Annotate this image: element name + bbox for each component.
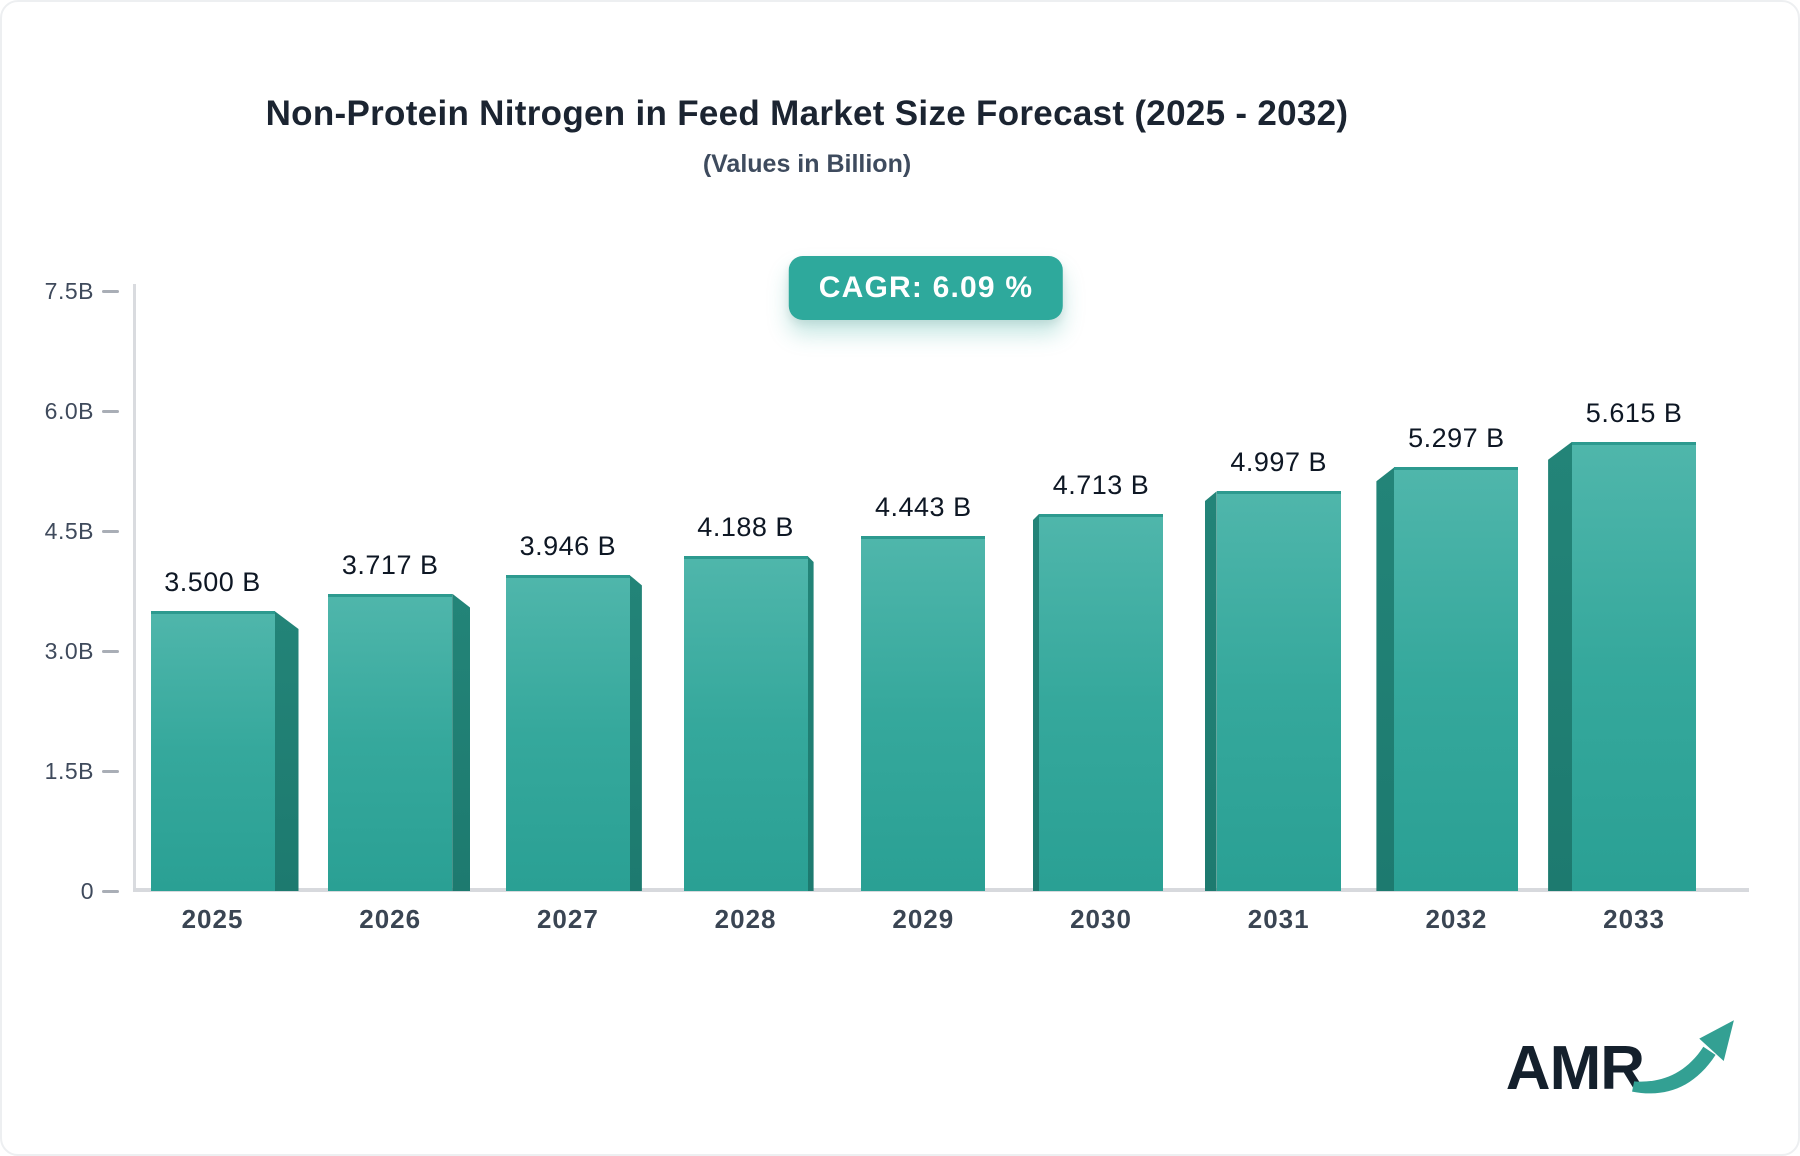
bar-side-2032 bbox=[1376, 467, 1395, 891]
y-tick-dash bbox=[102, 650, 119, 653]
bar-side-2027 bbox=[629, 575, 642, 891]
y-tick-dash bbox=[102, 770, 119, 773]
bar-value-label: 4.443 B bbox=[875, 491, 972, 522]
chart-title: Non-Protein Nitrogen in Feed Market Size… bbox=[265, 94, 1349, 133]
x-axis-label: 2031 bbox=[1247, 904, 1310, 934]
bar-2025 bbox=[150, 611, 275, 891]
chart-subtitle: (Values in Billion) bbox=[702, 150, 912, 178]
y-tick-dash bbox=[102, 890, 119, 893]
growth-arrow-icon bbox=[1632, 1020, 1734, 1094]
x-axis-label: 2033 bbox=[1603, 904, 1666, 934]
bar-2029 bbox=[861, 535, 986, 891]
bar-side-2033 bbox=[1548, 441, 1573, 891]
y-tick-label: 6.0B bbox=[44, 398, 94, 424]
y-tick-label: 1.5B bbox=[44, 758, 94, 784]
y-tick-label: 3.0B bbox=[44, 638, 94, 664]
bar-value-label: 3.946 B bbox=[519, 531, 617, 562]
bar-side-2031 bbox=[1204, 491, 1217, 891]
bar-side-2030 bbox=[1033, 513, 1039, 891]
brand-logo-text: AMR bbox=[1505, 1033, 1645, 1103]
x-axis-label: 2032 bbox=[1425, 904, 1488, 934]
bar-value-label: 3.500 B bbox=[164, 567, 261, 597]
brand-logo: AMR bbox=[1505, 1020, 1740, 1114]
bar-2030 bbox=[1039, 513, 1163, 891]
y-tick-dash bbox=[102, 410, 119, 413]
y-axis-line bbox=[133, 284, 136, 891]
bar-side-2028 bbox=[807, 555, 814, 891]
y-tick-label: 4.5B bbox=[44, 518, 94, 544]
bar-value-label: 4.188 B bbox=[697, 511, 794, 542]
bar-2032 bbox=[1394, 467, 1519, 891]
bar-value-label: 3.717 B bbox=[341, 549, 439, 580]
bar-2033 bbox=[1572, 441, 1697, 891]
x-axis-label: 2029 bbox=[892, 904, 955, 934]
bar-2026 bbox=[328, 593, 453, 891]
bar-value-label: 4.997 B bbox=[1230, 447, 1327, 478]
bar-value-label: 5.297 B bbox=[1408, 423, 1505, 454]
y-tick-dash bbox=[102, 290, 119, 293]
x-axis-label: 2030 bbox=[1070, 904, 1132, 934]
bar-2028 bbox=[683, 555, 808, 891]
bar-side-2026 bbox=[452, 593, 471, 891]
x-axis-label: 2026 bbox=[359, 904, 422, 934]
cagr-badge: CAGR: 6.09 % bbox=[788, 256, 1064, 320]
x-axis-label: 2025 bbox=[181, 904, 244, 934]
bar-value-label: 5.615 B bbox=[1585, 397, 1683, 428]
bar-side-2025 bbox=[274, 611, 299, 891]
y-tick-label: 0 bbox=[80, 878, 94, 904]
x-axis-label: 2027 bbox=[536, 904, 599, 934]
bar-2031 bbox=[1216, 491, 1341, 891]
x-axis-label: 2028 bbox=[714, 904, 777, 934]
y-tick-dash bbox=[102, 530, 119, 533]
y-tick-label: 7.5B bbox=[44, 278, 94, 304]
bar-2027 bbox=[505, 575, 630, 891]
bar-value-label: 4.713 B bbox=[1052, 469, 1150, 500]
